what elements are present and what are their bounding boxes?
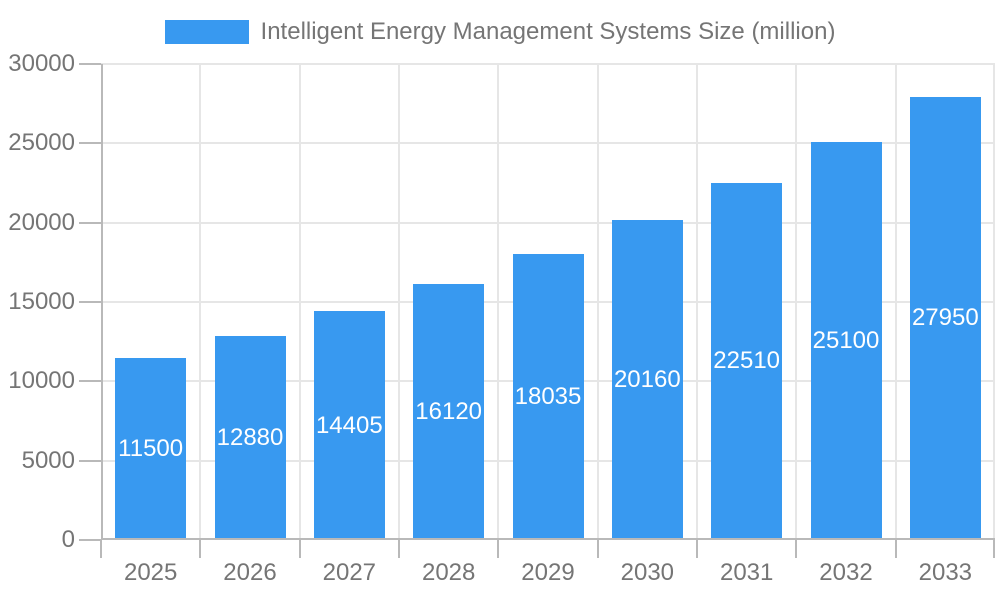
legend-swatch-icon: [164, 20, 249, 44]
y-gridline: [101, 142, 995, 145]
bar-value-label: 18035: [514, 382, 582, 410]
chart-legend-item[interactable]: Intelligent Energy Management Systems Si…: [0, 20, 1000, 44]
y-axis-tick: [79, 380, 101, 383]
x-axis-tick: [596, 540, 599, 558]
y-axis-tick-label: 30000: [8, 50, 75, 77]
x-axis-tick: [100, 540, 102, 558]
x-axis-tick: [795, 540, 798, 558]
y-axis-tick: [79, 221, 101, 224]
y-axis-tick: [79, 459, 101, 462]
bar-value-label: 27950: [911, 304, 979, 332]
x-gridline: [795, 64, 798, 540]
x-gridline: [497, 64, 500, 540]
bar-value-label: 12880: [216, 423, 284, 451]
y-axis-tick-label: 10000: [8, 367, 75, 395]
x-axis-tick-label: 2027: [322, 559, 377, 586]
bar-2032[interactable]: 25100: [810, 141, 882, 540]
x-axis-tick: [398, 540, 400, 558]
bar-2029[interactable]: 18035: [512, 253, 584, 540]
x-axis-tick-label: 2028: [421, 559, 476, 586]
bar-value-label: 14405: [315, 411, 383, 439]
x-gridline: [596, 64, 599, 540]
x-gridline: [398, 64, 400, 540]
bar-2025[interactable]: 11500: [115, 357, 187, 540]
bar-value-label: 22510: [713, 347, 781, 375]
plot-area: 0 5000 10000 15000 20000 25000 30000 2025 11500 2…: [8, 50, 995, 586]
y-axis-tick-label: 5000: [21, 446, 75, 474]
bar-value-label: 25100: [812, 326, 880, 354]
x-axis-tick: [993, 540, 995, 558]
bar-2030[interactable]: 20160: [611, 220, 683, 540]
x-axis-tick-label: 2033: [918, 559, 973, 586]
x-gridline: [199, 64, 202, 540]
y-axis-tick-label: 15000: [8, 288, 75, 315]
x-axis-tick: [894, 540, 897, 558]
x-axis-tick-label: 2026: [223, 559, 277, 586]
bar-value-label: 11500: [118, 434, 184, 462]
x-axis-tick-label: 2031: [719, 559, 774, 586]
x-axis-tick: [497, 540, 500, 558]
y-axis-line: [101, 64, 103, 540]
x-axis-tick-label: 2029: [521, 559, 575, 586]
plot-right-border: [993, 64, 995, 540]
legend-label: Intelligent Energy Management Systems Si…: [260, 18, 836, 45]
bar-2033[interactable]: 27950: [909, 96, 981, 540]
y-gridline: [101, 221, 995, 224]
x-axis-tick-label: 2032: [819, 559, 873, 586]
y-axis-tick-label: 0: [61, 526, 75, 553]
x-gridline: [298, 64, 301, 540]
x-gridline: [696, 64, 698, 540]
y-gridline: [101, 63, 995, 65]
bar-2028[interactable]: 16120: [413, 284, 485, 540]
x-axis-tick-label: 2030: [620, 559, 675, 586]
x-axis-tick: [696, 540, 698, 558]
x-axis-line: [101, 538, 995, 540]
y-axis-tick: [79, 301, 101, 303]
y-axis-tick-label: 20000: [8, 208, 75, 236]
y-axis-tick: [79, 63, 101, 65]
bar-value-label: 16120: [415, 398, 483, 426]
bar-2031[interactable]: 22510: [711, 182, 783, 540]
x-gridline: [894, 64, 897, 540]
y-axis-tick-label: 25000: [8, 129, 75, 157]
x-axis-tick: [298, 540, 301, 558]
bar-value-label: 20160: [613, 366, 681, 394]
x-axis-tick: [199, 540, 202, 558]
y-axis-tick: [79, 142, 101, 145]
bar-2026[interactable]: 12880: [214, 335, 286, 540]
x-axis-tick-label: 2025: [123, 559, 178, 586]
bar-2027[interactable]: 14405: [313, 311, 385, 540]
y-axis-tick: [79, 539, 101, 541]
